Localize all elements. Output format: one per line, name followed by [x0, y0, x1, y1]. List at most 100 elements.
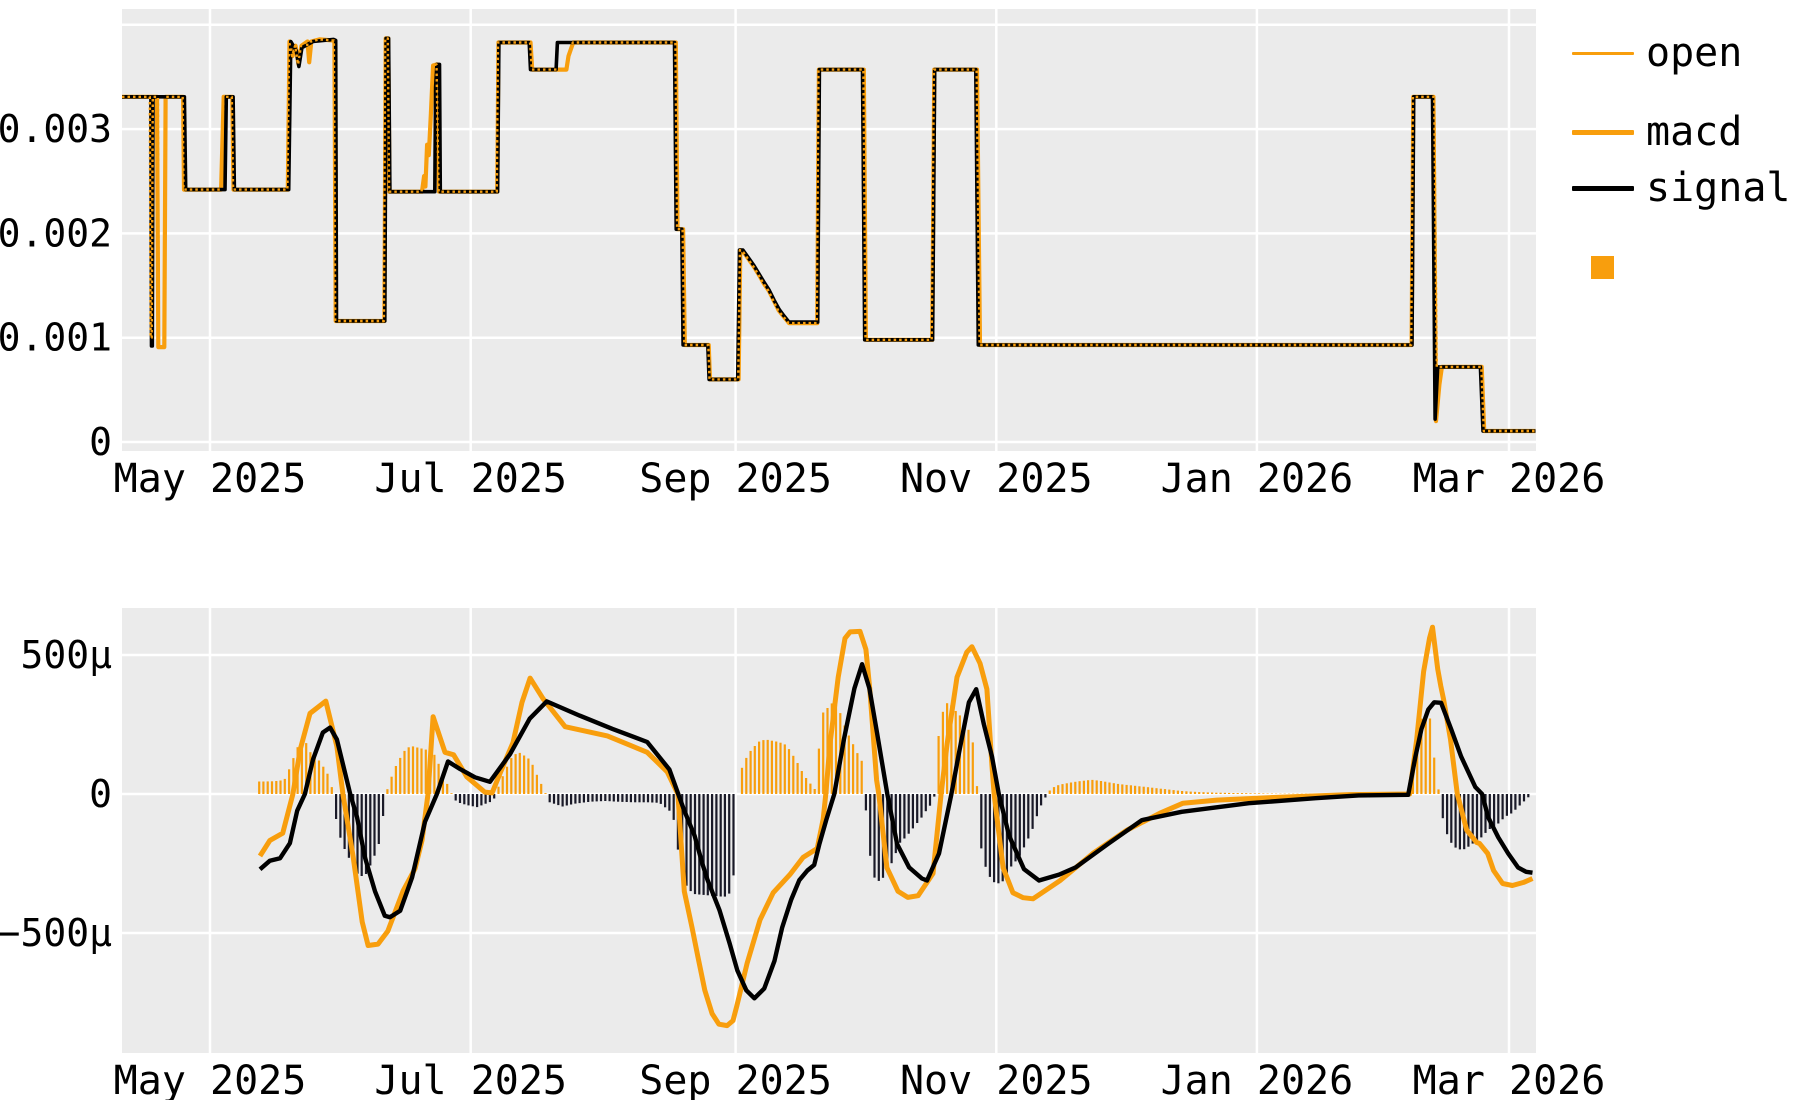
histogram-bar: [1116, 783, 1120, 794]
histogram-bar: [270, 781, 274, 794]
histogram-bar: [864, 794, 867, 811]
legend-item-histogram: [1572, 244, 1626, 290]
y-tick-label-top: 0: [89, 420, 112, 464]
legend-item-open: open: [1572, 30, 1742, 76]
x-tick-label-bottom: Nov 2025: [900, 1058, 1093, 1100]
histogram-bar: [1001, 794, 1004, 882]
histogram-bar: [599, 794, 603, 802]
histogram-bar: [1065, 783, 1068, 794]
histogram-bar: [1450, 794, 1453, 843]
histogram-bar: [792, 755, 795, 794]
histogram-bar: [1437, 789, 1440, 794]
legend-label-open: open: [1646, 30, 1743, 76]
histogram-bar: [1420, 718, 1423, 794]
histogram-bar: [813, 789, 816, 794]
histogram-bar: [787, 749, 791, 794]
histogram-bar: [920, 794, 923, 818]
histogram-bar: [1505, 794, 1508, 816]
histogram-bar: [843, 725, 846, 794]
histogram-bar: [1249, 793, 1252, 794]
histogram-bar: [668, 794, 671, 811]
histogram-bar: [975, 786, 979, 794]
histogram-bar: [924, 794, 927, 812]
histogram-bar: [1099, 781, 1103, 794]
histogram-bar: [689, 794, 692, 892]
histogram-bar: [497, 786, 500, 794]
histogram-bar: [561, 794, 564, 807]
histogram-bar: [1510, 794, 1513, 814]
histogram-bar: [335, 794, 338, 819]
histogram-bar: [852, 744, 855, 794]
histogram-bar: [258, 781, 261, 794]
histogram-bar: [548, 794, 551, 803]
histogram-bar: [711, 794, 714, 896]
histogram-bar: [1193, 791, 1197, 794]
histogram-bar: [518, 752, 521, 794]
histogram-bar: [1424, 714, 1427, 794]
histogram-bar: [382, 794, 385, 816]
y-tick-label-top: 0.001: [0, 316, 112, 360]
histogram-bar: [450, 793, 453, 794]
histogram-bar: [390, 776, 393, 794]
histogram-bar: [672, 794, 675, 820]
histogram-bar: [1198, 792, 1201, 794]
histogram-bar: [655, 794, 658, 803]
histogram-bar: [570, 794, 573, 805]
histogram-bar: [796, 763, 799, 794]
x-tick-label-bottom: Jul 2025: [374, 1058, 567, 1100]
x-tick-label-top: Jul 2025: [374, 456, 567, 502]
histogram-bar: [1467, 794, 1470, 847]
signal-line-bottom: [258, 662, 1533, 1001]
histogram-bar: [928, 794, 932, 806]
histogram-bar: [1514, 794, 1517, 810]
histogram-bar: [1061, 784, 1064, 794]
histogram-bar: [1189, 791, 1192, 794]
histogram-bar: [664, 794, 667, 808]
histogram-bar: [1441, 794, 1444, 819]
histogram-bar: [399, 757, 402, 794]
top-plot-area: [122, 9, 1536, 451]
histogram-bar: [634, 794, 637, 803]
histogram-bar: [1035, 794, 1038, 817]
x-tick-label-bottom: Mar 2026: [1413, 1058, 1606, 1100]
histogram-bar: [740, 767, 744, 794]
histogram-bar: [723, 794, 726, 897]
histogram-bar: [1433, 757, 1436, 794]
histogram-bar: [1040, 794, 1043, 806]
histogram-bar: [749, 750, 752, 794]
histogram-bar: [275, 781, 278, 794]
histogram-bar: [937, 736, 940, 794]
histogram-bar: [967, 729, 970, 794]
histogram-bar: [1215, 792, 1218, 794]
x-tick-label-bottom: Jan 2026: [1161, 1058, 1354, 1100]
histogram-bar: [758, 741, 761, 794]
histogram-bar: [364, 794, 368, 874]
histogram-bar: [1155, 788, 1158, 794]
histogram-bar: [441, 774, 444, 794]
histogram-bar: [612, 794, 615, 802]
histogram-bar: [1518, 794, 1521, 806]
y-tick-label-top: 0.002: [0, 211, 112, 255]
histogram-bar: [762, 740, 765, 794]
histogram-bar: [1493, 794, 1496, 827]
histogram-bar: [488, 794, 491, 803]
histogram-bar: [501, 776, 504, 794]
histogram-bar: [629, 794, 632, 803]
histogram-bar: [1129, 785, 1132, 794]
y-tick-label-bottom: 0: [89, 772, 112, 816]
histogram-bar: [907, 794, 910, 834]
histogram-bar: [454, 794, 457, 801]
histogram-bar: [330, 787, 333, 794]
histogram-bar: [1044, 794, 1047, 798]
histogram-bar: [659, 794, 662, 804]
histogram-bar: [1074, 781, 1077, 794]
histogram-bar: [262, 781, 265, 794]
histogram-bar: [860, 760, 863, 794]
histogram-bar: [1488, 794, 1491, 829]
histogram-bar: [1228, 792, 1231, 794]
histogram-bar: [638, 794, 641, 803]
histogram-bar: [877, 794, 880, 881]
histogram-bar: [1185, 791, 1188, 794]
histogram-bar: [954, 711, 957, 794]
histogram-bar: [817, 748, 820, 794]
